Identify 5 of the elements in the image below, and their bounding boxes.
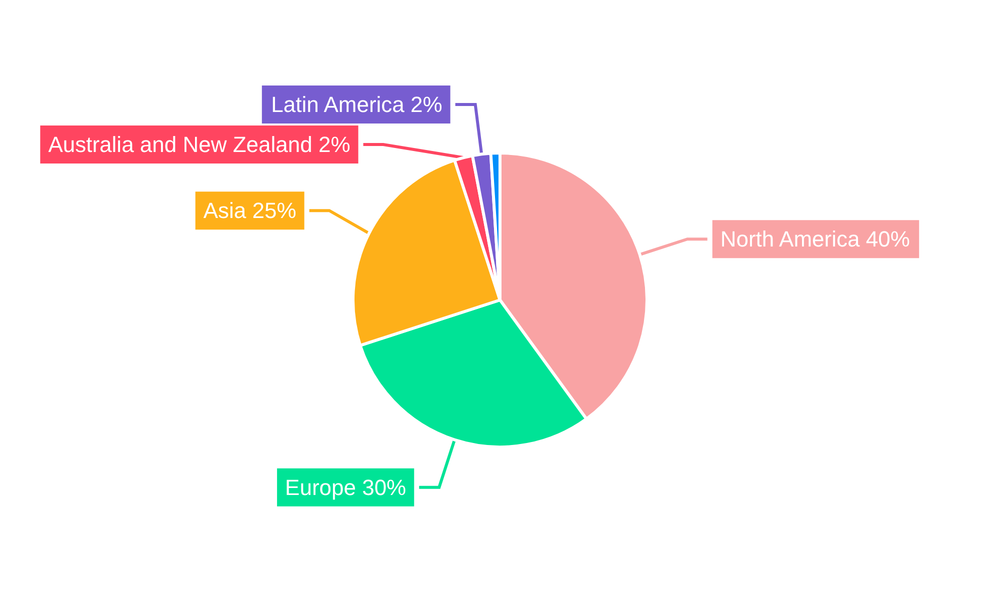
slice-label: North America 40% <box>720 226 910 252</box>
slice-label: Asia 25% <box>203 198 296 224</box>
slice-label: Europe 30% <box>285 474 406 500</box>
slice-label: Australia and New Zealand 2% <box>48 132 350 158</box>
slice-label: Latin America 2% <box>271 92 442 118</box>
